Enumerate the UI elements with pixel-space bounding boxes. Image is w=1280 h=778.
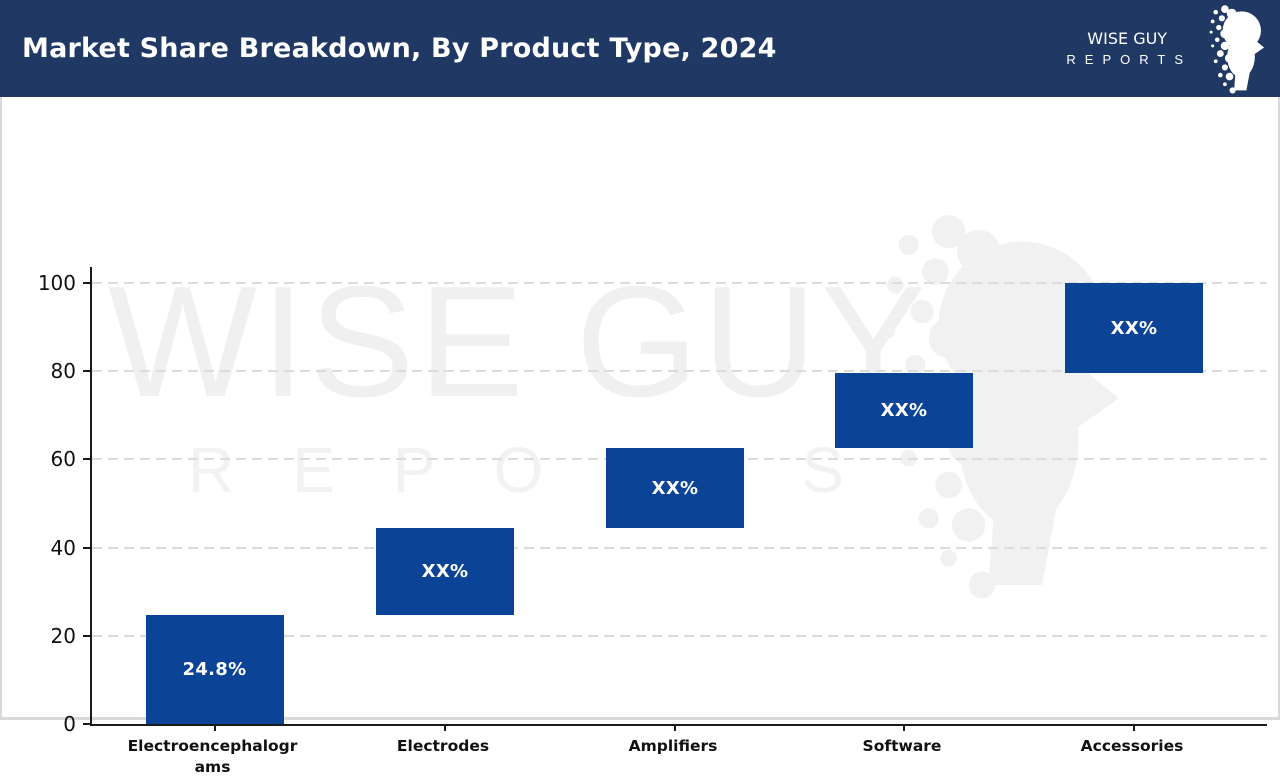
y-tick-mark-80: [83, 370, 90, 373]
y-tick-label-0: 0: [63, 712, 76, 736]
x-tick-mark-software: [903, 724, 905, 731]
logo-subtext: REPORTS: [1066, 52, 1192, 67]
y-tick-mark-0: [83, 723, 90, 725]
bar-value-label: XX%: [880, 400, 928, 422]
bar-value-label: XX%: [1110, 317, 1158, 339]
logo-wordmark: WISE GUY: [1087, 29, 1168, 48]
gridline-40: [92, 546, 1267, 549]
bar-value-label: XX%: [421, 560, 469, 582]
y-tick-label-80: 80: [50, 359, 76, 384]
y-tick-mark-60: [83, 458, 90, 461]
x-tick-mark-electroencephalograms: [213, 724, 216, 731]
wiseguy-logo: WISE GUY REPORTS: [1062, 3, 1270, 95]
x-tick-label-electroencephalograms: Electroencephalogr ams: [127, 737, 298, 776]
logo-wordmark-block: WISE GUY REPORTS: [1062, 29, 1192, 67]
y-tick-label-40: 40: [50, 535, 76, 560]
y-tick-label-20: 20: [50, 623, 76, 648]
x-tick-label-software: Software: [862, 737, 942, 755]
bar-software: XX%: [835, 373, 973, 449]
bar-electrodes: XX%: [376, 527, 514, 615]
plot-area: 24.8% XX% XX% XX% XX%: [83, 267, 1267, 731]
waterfall-chart: 24.8% XX% XX% XX% XX% 0 20 40 60 80 100 Electroen…: [2, 97, 1280, 776]
bar-value-label: XX%: [651, 477, 699, 499]
bar-amplifiers: XX%: [606, 448, 744, 528]
x-tick-mark-electrodes: [444, 724, 446, 731]
header-bar: Market Share Breakdown, By Product Type,…: [0, 0, 1280, 97]
bar-value-label: 24.8%: [182, 658, 247, 680]
x-tick-mark-amplifiers: [674, 724, 676, 731]
y-tick-mark-20: [83, 634, 90, 637]
bar-accessories: XX%: [1065, 283, 1203, 374]
page-title: Market Share Breakdown, By Product Type,…: [22, 33, 777, 64]
x-tick-mark-accessories: [1133, 724, 1135, 731]
y-tick-label-60: 60: [50, 447, 76, 472]
x-tick-label-accessories: Accessories: [1080, 737, 1184, 755]
y-tick-mark-40: [83, 546, 90, 549]
wiseguy-face-icon: [1209, 4, 1265, 93]
bar-electroencephalograms: 24.8%: [145, 614, 284, 724]
y-tick-label-100: 100: [37, 271, 76, 295]
gridline-20: [92, 634, 1267, 637]
x-tick-label-electrodes: Electrodes: [396, 737, 490, 755]
x-tick-label-amplifiers: Amplifiers: [628, 737, 718, 755]
y-tick-mark-100: [83, 282, 90, 284]
gridline-80: [92, 370, 1267, 373]
gridline-100: [92, 282, 1267, 284]
